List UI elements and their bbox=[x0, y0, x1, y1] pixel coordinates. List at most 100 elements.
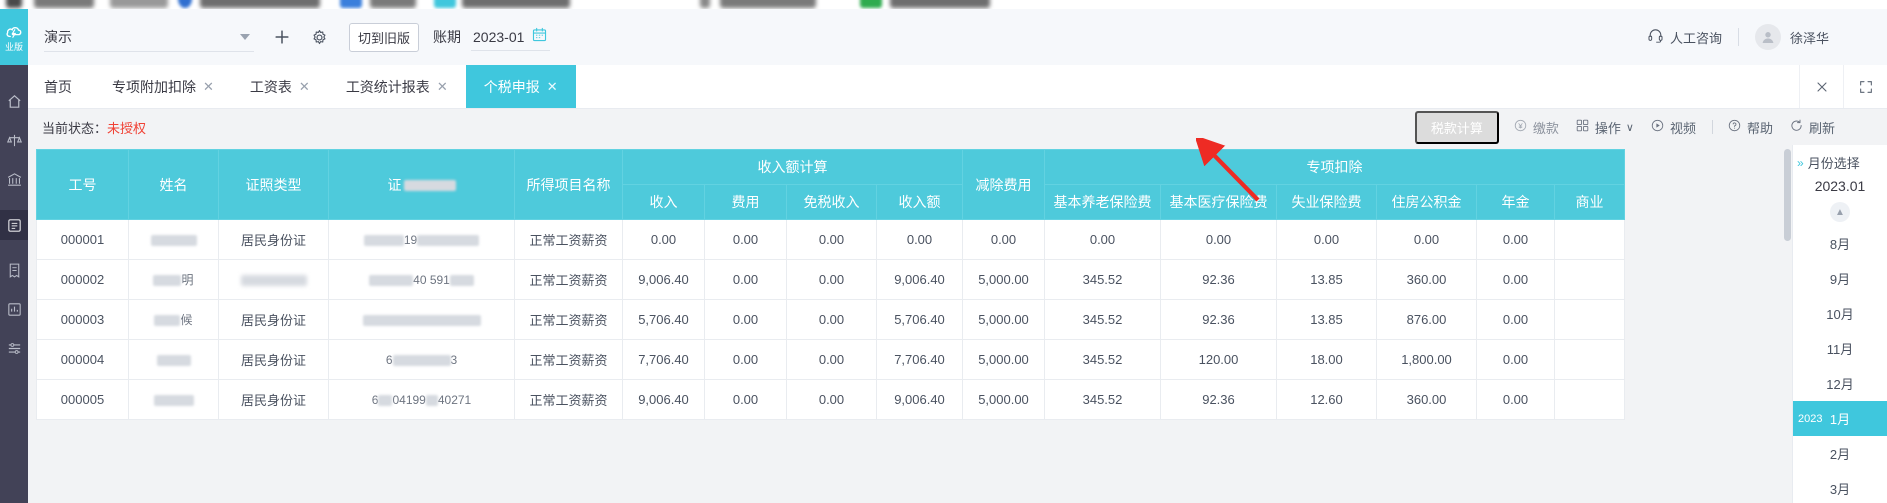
table-row[interactable]: 000005 居民身份证 6 04199 40271 正常工资薪资 9,006.40… bbox=[36, 379, 1625, 420]
tab-payroll-report[interactable]: 工资统计报表 ✕ bbox=[328, 65, 466, 108]
th-pension[interactable]: 基本养老保险费 bbox=[1044, 184, 1161, 220]
tab-tax-declaration[interactable]: 个税申报 ✕ bbox=[465, 65, 576, 108]
period-value: 2023-01 bbox=[473, 28, 525, 45]
month-scroll-up-button[interactable]: ▲ bbox=[1793, 200, 1887, 226]
cell-expense: 0.00 bbox=[704, 339, 787, 380]
cell-annuity: 0.00 bbox=[1476, 379, 1555, 420]
cell-employee-no: 000003 bbox=[36, 299, 129, 340]
fullscreen-icon[interactable] bbox=[1843, 65, 1887, 108]
th-income[interactable]: 收入 bbox=[622, 184, 705, 220]
gear-icon[interactable] bbox=[310, 28, 329, 47]
money-circle-icon bbox=[1513, 118, 1528, 136]
cell-income: 9,006.40 bbox=[622, 379, 705, 420]
close-panel-icon[interactable] bbox=[1799, 65, 1843, 108]
table-row[interactable]: 000001 居民身份证 19 正常工资薪资 0.00 0.00 0.00 0.… bbox=[36, 219, 1625, 260]
close-icon[interactable]: ✕ bbox=[436, 78, 448, 94]
cell-id-type bbox=[218, 259, 329, 300]
month-item-9[interactable]: 9月 bbox=[1793, 261, 1887, 296]
cell-pension: 345.52 bbox=[1044, 299, 1161, 340]
cell-income: 9,006.40 bbox=[622, 259, 705, 300]
payroll-icon-active[interactable] bbox=[0, 210, 28, 240]
month-panel-header[interactable]: » 月份选择 bbox=[1793, 145, 1887, 176]
month-label: 8月 bbox=[1829, 237, 1851, 252]
cell-name: 候 bbox=[128, 299, 219, 340]
switch-old-version-button[interactable]: 切到旧版 bbox=[349, 22, 420, 52]
th-employee-no[interactable]: 工号 bbox=[36, 149, 129, 220]
month-item-12[interactable]: 12月 bbox=[1793, 366, 1887, 401]
scrollbar-thumb[interactable] bbox=[1784, 149, 1791, 241]
home-icon[interactable] bbox=[6, 93, 23, 110]
month-item-2[interactable]: 2月 bbox=[1793, 436, 1887, 471]
cell-housing-fund: 0.00 bbox=[1376, 219, 1477, 260]
th-expense[interactable]: 费用 bbox=[704, 184, 787, 220]
tab-bar: 首页 专项附加扣除 ✕ 工资表 ✕ 工资统计报表 ✕ 个税申报 ✕ bbox=[28, 65, 1887, 109]
period-picker[interactable]: 2023-01 bbox=[471, 23, 551, 51]
month-label: 12月 bbox=[1826, 377, 1854, 392]
th-commercial[interactable]: 商业 bbox=[1554, 184, 1625, 220]
calendar-icon[interactable] bbox=[531, 26, 548, 48]
cell-unemployment: 0.00 bbox=[1276, 219, 1377, 260]
table-vertical-scrollbar[interactable] bbox=[1783, 149, 1792, 501]
close-icon[interactable]: ✕ bbox=[203, 78, 214, 94]
report-icon[interactable] bbox=[6, 301, 23, 318]
toolbar-item-label: 帮助 bbox=[1746, 120, 1773, 136]
help-button[interactable]: 帮助 bbox=[1727, 118, 1773, 137]
video-button[interactable]: 视频 bbox=[1650, 118, 1696, 137]
bank-icon[interactable] bbox=[6, 171, 23, 188]
th-id-type[interactable]: 证照类型 bbox=[218, 149, 329, 220]
browser-chrome-strip bbox=[0, 0, 1887, 9]
consult-button[interactable]: 人工咨询 bbox=[1647, 27, 1722, 47]
tab-home[interactable]: 首页 bbox=[28, 65, 94, 108]
month-item-8[interactable]: 8月 bbox=[1793, 226, 1887, 261]
month-item-11[interactable]: 11月 bbox=[1793, 331, 1887, 366]
tab-payroll[interactable]: 工资表 ✕ bbox=[232, 65, 328, 108]
toolbar-item-label: 缴款 bbox=[1532, 120, 1559, 136]
cell-income-item: 正常工资薪资 bbox=[514, 339, 623, 380]
avatar[interactable] bbox=[1754, 24, 1781, 50]
question-circle-icon bbox=[1727, 118, 1742, 136]
refresh-button[interactable]: 刷新 bbox=[1789, 118, 1835, 137]
double-chevron-right-icon[interactable]: » bbox=[1797, 155, 1804, 170]
th-deduction-fee[interactable]: 减除费用 bbox=[962, 149, 1045, 220]
balance-icon[interactable] bbox=[6, 132, 23, 149]
close-icon[interactable]: ✕ bbox=[546, 78, 558, 94]
tab-special-deduction[interactable]: 专项附加扣除 ✕ bbox=[94, 65, 232, 108]
month-item-3[interactable]: 3月 bbox=[1793, 471, 1887, 503]
settings-rail-icon[interactable] bbox=[6, 340, 23, 357]
th-tax-free[interactable]: 免税收入 bbox=[786, 184, 877, 220]
th-medical[interactable]: 基本医疗保险费 bbox=[1160, 184, 1277, 220]
month-item-1-selected[interactable]: 2023 1月 bbox=[1793, 401, 1887, 436]
th-income-amount[interactable]: 收入额 bbox=[876, 184, 963, 220]
tax-calc-button[interactable]: 税款计算 bbox=[1414, 110, 1499, 144]
tab-label: 个税申报 bbox=[483, 78, 540, 95]
th-id-number[interactable]: 证 bbox=[328, 149, 515, 220]
th-name[interactable]: 姓名 bbox=[128, 149, 219, 220]
close-icon[interactable]: ✕ bbox=[298, 78, 310, 94]
operation-menu[interactable]: 操作 ∨ bbox=[1575, 118, 1634, 137]
th-housing-fund[interactable]: 住房公积金 bbox=[1376, 184, 1477, 220]
th-annuity[interactable]: 年金 bbox=[1476, 184, 1555, 220]
cell-id-type: 居民身份证 bbox=[218, 299, 329, 340]
table-row[interactable]: 000003 候 居民身份证 正常工资薪资 5,706.40 0.00 0.00… bbox=[36, 299, 1625, 340]
payment-button[interactable]: 缴款 bbox=[1513, 118, 1559, 137]
cell-id-type: 居民身份证 bbox=[218, 339, 329, 380]
account-select[interactable]: 演示 bbox=[44, 22, 254, 52]
cell-medical: 92.36 bbox=[1160, 379, 1277, 420]
month-panel-year-value: 2023.01 bbox=[1814, 178, 1866, 194]
cell-income-item: 正常工资薪资 bbox=[514, 259, 623, 300]
left-rail: 业版 bbox=[0, 9, 28, 503]
user-name-label: 徐泽华 bbox=[1789, 30, 1829, 46]
rail-logo-block[interactable]: 业版 bbox=[0, 9, 28, 65]
invoice-icon[interactable] bbox=[6, 262, 23, 279]
plus-icon[interactable] bbox=[272, 27, 292, 47]
cell-name bbox=[128, 219, 219, 260]
month-item-10[interactable]: 10月 bbox=[1793, 296, 1887, 331]
table-row[interactable]: 000002 明 40 591 正常工资薪资 9,006.40 0.00 0.0… bbox=[36, 259, 1625, 300]
th-unemployment[interactable]: 失业保险费 bbox=[1276, 184, 1377, 220]
chevron-down-icon: ∨ bbox=[1625, 121, 1634, 134]
cell-id-type: 居民身份证 bbox=[218, 379, 329, 420]
cell-medical: 92.36 bbox=[1160, 299, 1277, 340]
th-income-item[interactable]: 所得项目名称 bbox=[514, 149, 623, 220]
cell-deduction-fee: 5,000.00 bbox=[962, 299, 1045, 340]
